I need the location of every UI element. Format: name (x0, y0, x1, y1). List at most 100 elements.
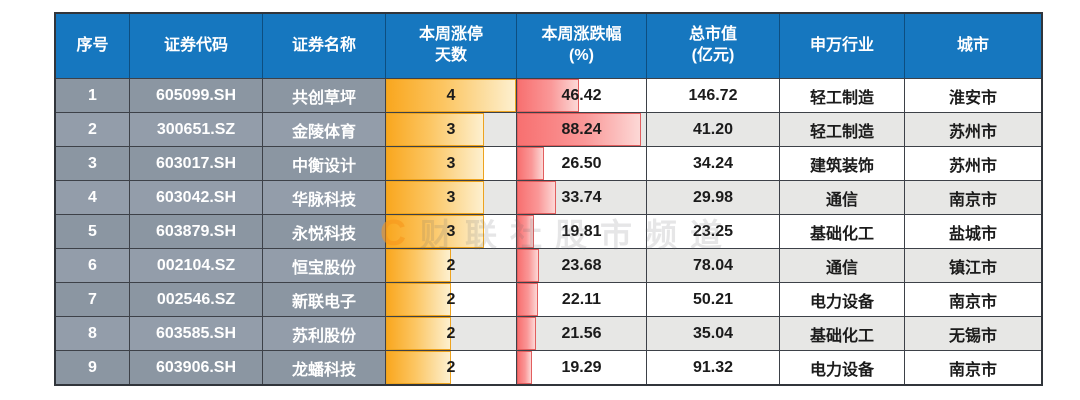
change-pct-bar (517, 215, 534, 248)
limit-days-bar (386, 113, 484, 146)
cell-limit-days: 3 (386, 113, 517, 146)
change-pct-value: 19.81 (561, 222, 602, 240)
cell-index: 4 (56, 181, 130, 214)
cell-city: 淮安市 (905, 79, 1041, 112)
header-cell-limit-days: 本周涨停 天数 (386, 14, 517, 78)
header-cell-market-cap: 总市值 (亿元) (647, 14, 780, 78)
limit-days-value: 3 (446, 154, 456, 172)
table-header: 序号 证券代码 证券名称 本周涨停 天数 本周涨跌幅 (%) 总市值 (亿元) … (56, 14, 1041, 78)
change-pct-value: 23.68 (561, 256, 602, 274)
table-row: 4 603042.SH 华脉科技 3 33.74 29.98 通信 南京市 (56, 180, 1041, 214)
header-cell-change-pct: 本周涨跌幅 (%) (517, 14, 647, 78)
limit-days-bar (386, 79, 516, 112)
change-pct-bar (517, 283, 538, 316)
header-cell-city: 城市 (905, 14, 1041, 78)
cell-market-cap: 41.20 (647, 113, 780, 146)
cell-name: 龙蟠科技 (263, 351, 386, 384)
cell-name: 中衡设计 (263, 147, 386, 180)
limit-days-bar (386, 249, 451, 282)
limit-days-bar (386, 181, 484, 214)
cell-market-cap: 29.98 (647, 181, 780, 214)
cell-name: 金陵体育 (263, 113, 386, 146)
cell-limit-days: 3 (386, 215, 517, 248)
change-pct-bar (517, 147, 545, 180)
cell-change-pct: 22.11 (517, 283, 647, 316)
change-pct-bar (517, 351, 533, 384)
cell-market-cap: 35.04 (647, 317, 780, 350)
cell-index: 5 (56, 215, 130, 248)
header-row: 序号 证券代码 证券名称 本周涨停 天数 本周涨跌幅 (%) 总市值 (亿元) … (56, 14, 1041, 78)
header-cell-name: 证券名称 (263, 14, 386, 78)
cell-index: 3 (56, 147, 130, 180)
cell-city: 苏州市 (905, 113, 1041, 146)
cell-industry: 通信 (780, 249, 905, 282)
cell-industry: 轻工制造 (780, 79, 905, 112)
change-pct-value: 88.24 (561, 120, 602, 138)
cell-code: 603585.SH (130, 317, 263, 350)
cell-industry: 通信 (780, 181, 905, 214)
cell-market-cap: 50.21 (647, 283, 780, 316)
table-row: 1 605099.SH 共创草坪 4 46.42 146.72 轻工制造 淮安市 (56, 78, 1041, 112)
limit-days-bar (386, 147, 484, 180)
change-pct-value: 19.29 (561, 358, 602, 376)
limit-days-value: 2 (446, 358, 456, 376)
cell-change-pct: 19.81 (517, 215, 647, 248)
cell-industry: 基础化工 (780, 317, 905, 350)
limit-days-value: 2 (446, 290, 456, 308)
cell-limit-days: 3 (386, 147, 517, 180)
change-pct-value: 33.74 (561, 188, 602, 206)
table-row: 5 603879.SH 永悦科技 3 19.81 23.25 基础化工 盐城市 (56, 214, 1041, 248)
cell-market-cap: 34.24 (647, 147, 780, 180)
change-pct-bar (517, 79, 579, 112)
table-row: 3 603017.SH 中衡设计 3 26.50 34.24 建筑装饰 苏州市 (56, 146, 1041, 180)
cell-name: 共创草坪 (263, 79, 386, 112)
table-row: 8 603585.SH 苏利股份 2 21.56 35.04 基础化工 无锡市 (56, 316, 1041, 350)
cell-market-cap: 91.32 (647, 351, 780, 384)
cell-city: 镇江市 (905, 249, 1041, 282)
cell-limit-days: 2 (386, 283, 517, 316)
cell-name: 永悦科技 (263, 215, 386, 248)
cell-industry: 轻工制造 (780, 113, 905, 146)
cell-index: 9 (56, 351, 130, 384)
table-row: 6 002104.SZ 恒宝股份 2 23.68 78.04 通信 镇江市 (56, 248, 1041, 282)
cell-change-pct: 46.42 (517, 79, 647, 112)
cell-name: 新联电子 (263, 283, 386, 316)
limit-days-bar (386, 351, 451, 384)
cell-change-pct: 23.68 (517, 249, 647, 282)
limit-days-bar (386, 317, 451, 350)
cell-market-cap: 146.72 (647, 79, 780, 112)
change-pct-bar (517, 181, 556, 214)
cell-limit-days: 3 (386, 181, 517, 214)
header-cell-code: 证券代码 (130, 14, 263, 78)
cell-industry: 电力设备 (780, 283, 905, 316)
table-row: 7 002546.SZ 新联电子 2 22.11 50.21 电力设备 南京市 (56, 282, 1041, 316)
change-pct-bar (517, 113, 641, 146)
table-row: 9 603906.SH 龙蟠科技 2 19.29 91.32 电力设备 南京市 (56, 350, 1041, 384)
cell-limit-days: 2 (386, 351, 517, 384)
cell-change-pct: 19.29 (517, 351, 647, 384)
cell-limit-days: 4 (386, 79, 517, 112)
cell-index: 7 (56, 283, 130, 316)
cell-city: 南京市 (905, 351, 1041, 384)
cell-name: 恒宝股份 (263, 249, 386, 282)
cell-change-pct: 33.74 (517, 181, 647, 214)
cell-limit-days: 2 (386, 317, 517, 350)
cell-index: 6 (56, 249, 130, 282)
change-pct-bar (517, 249, 539, 282)
limit-days-bar (386, 215, 484, 248)
cell-name: 华脉科技 (263, 181, 386, 214)
cell-industry: 基础化工 (780, 215, 905, 248)
cell-change-pct: 21.56 (517, 317, 647, 350)
limit-days-bar (386, 283, 451, 316)
cell-city: 苏州市 (905, 147, 1041, 180)
cell-city: 无锡市 (905, 317, 1041, 350)
change-pct-value: 46.42 (561, 86, 602, 104)
cell-market-cap: 78.04 (647, 249, 780, 282)
table-row: 2 300651.SZ 金陵体育 3 88.24 41.20 轻工制造 苏州市 (56, 112, 1041, 146)
change-pct-value: 21.56 (561, 324, 602, 342)
change-pct-value: 26.50 (561, 154, 602, 172)
cell-code: 603042.SH (130, 181, 263, 214)
limit-days-value: 3 (446, 188, 456, 206)
cell-limit-days: 2 (386, 249, 517, 282)
